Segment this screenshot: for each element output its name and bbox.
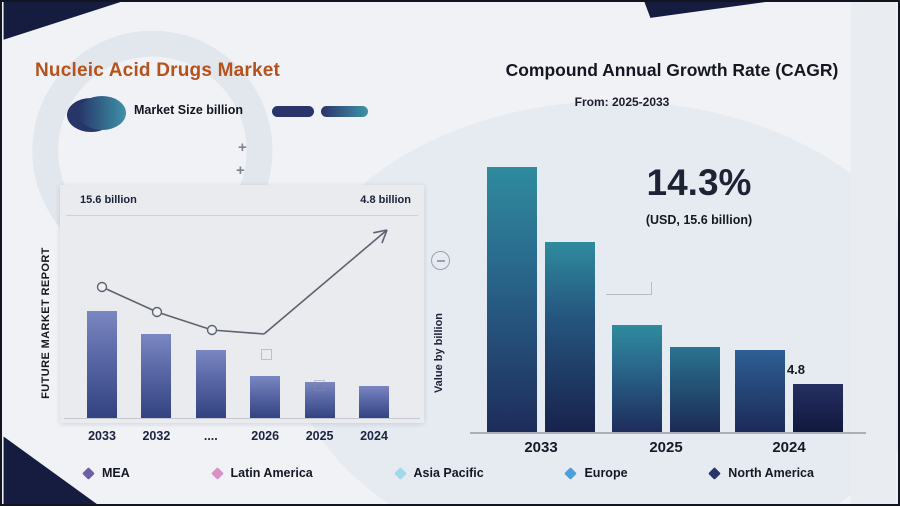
legend-label: Asia Pacific bbox=[413, 466, 484, 480]
gridline bbox=[66, 215, 418, 216]
cagr-bar-2033-secondary bbox=[545, 242, 595, 432]
market-bar-2033 bbox=[87, 311, 117, 419]
legend-item-mea: MEA bbox=[82, 466, 130, 480]
cagr-bar-2024-primary bbox=[735, 350, 785, 432]
diamond-icon bbox=[210, 466, 224, 480]
legend-item-north-america: North America bbox=[708, 466, 814, 480]
legend-label: North America bbox=[728, 466, 814, 480]
minus-circle-icon bbox=[431, 251, 450, 270]
x-tick-label: 2026 bbox=[251, 429, 280, 443]
legend-pill-navy bbox=[272, 106, 314, 117]
market-bar-2032 bbox=[141, 334, 172, 419]
cylinder-icon bbox=[67, 96, 126, 132]
baseline bbox=[470, 432, 866, 434]
left-x-axis-labels: 2033 2032.... 2026 2025 2024 bbox=[60, 429, 424, 447]
x-axis-line bbox=[64, 418, 420, 419]
annotation-max-value: 15.6 billion bbox=[80, 194, 137, 206]
region-legend: MEA Latin America Asia Pacific Europe North … bbox=[82, 466, 814, 480]
right-chart-title: Compound Annual Growth Rate (CAGR) bbox=[505, 60, 839, 80]
cagr-bar-2033-primary bbox=[487, 167, 537, 432]
corner-triangle-top-left bbox=[3, 2, 121, 40]
x-tick-label: 2032 bbox=[142, 429, 171, 443]
x-tick-label: 2025 bbox=[305, 429, 334, 443]
diamond-icon bbox=[708, 466, 722, 480]
legend-item-asia-pacific: Asia Pacific bbox=[393, 466, 484, 480]
top-wedge bbox=[644, 2, 766, 18]
ghost-marker bbox=[261, 349, 272, 360]
diamond-icon bbox=[82, 466, 95, 480]
cagr-bar-2025-primary bbox=[612, 325, 662, 432]
right-y-axis-label: Value by billion bbox=[433, 312, 445, 394]
market-bar-.... bbox=[195, 350, 226, 419]
ghost-marker bbox=[314, 380, 325, 391]
cagr-note: (USD, 15.6 billion) bbox=[645, 213, 753, 227]
plus-icon: + bbox=[238, 139, 247, 156]
diamond-icon bbox=[564, 466, 578, 480]
cagr-bar-chart: 4.8 bbox=[472, 150, 864, 432]
plus-icon: + bbox=[236, 162, 245, 179]
cagr-period: From: 2025-2033 bbox=[574, 95, 670, 109]
cagr-bar-2025-secondary bbox=[670, 347, 720, 432]
market-bar-2025 bbox=[304, 382, 335, 419]
annotation-min-value: 4.8 billion bbox=[360, 194, 411, 206]
legend-label: Latin America bbox=[230, 466, 313, 480]
bar-data-label: 4.8 bbox=[786, 362, 806, 377]
x-tick-label: 2033 bbox=[524, 439, 558, 456]
market-bar-2024 bbox=[359, 386, 389, 419]
right-x-axis-labels: 2033 2025 2024 bbox=[472, 439, 864, 459]
left-y-axis-label: FUTURE MARKET REPORT bbox=[40, 247, 52, 399]
x-tick-label: 2024 bbox=[772, 439, 806, 456]
side-band bbox=[850, 2, 897, 504]
diamond-icon bbox=[393, 466, 407, 480]
legend-label: Europe bbox=[584, 466, 628, 480]
x-tick-label: .... bbox=[203, 429, 218, 443]
x-tick-label: 2033 bbox=[88, 429, 116, 443]
trend-arrow-overlay bbox=[96, 229, 388, 336]
cagr-value: 14.3% bbox=[646, 162, 752, 203]
market-size-legend-label: Market Size billion bbox=[134, 103, 244, 117]
step-line-decor bbox=[606, 282, 652, 295]
x-tick-label: 2024 bbox=[360, 429, 388, 443]
cagr-bar-2024-secondary bbox=[793, 384, 843, 432]
x-tick-label: 2025 bbox=[649, 439, 683, 456]
legend-item-europe: Europe bbox=[564, 466, 628, 480]
market-size-chart: 15.6 billion 4.8 billion bbox=[60, 185, 424, 423]
bar-series-container bbox=[60, 185, 424, 423]
legend-label: MEA bbox=[102, 466, 130, 480]
legend-item-latin-america: Latin America bbox=[210, 466, 313, 480]
left-chart-title: Nucleic Acid Drugs Market bbox=[35, 60, 281, 81]
legend-pill-teal bbox=[321, 106, 368, 117]
market-bar-2026 bbox=[250, 376, 281, 419]
